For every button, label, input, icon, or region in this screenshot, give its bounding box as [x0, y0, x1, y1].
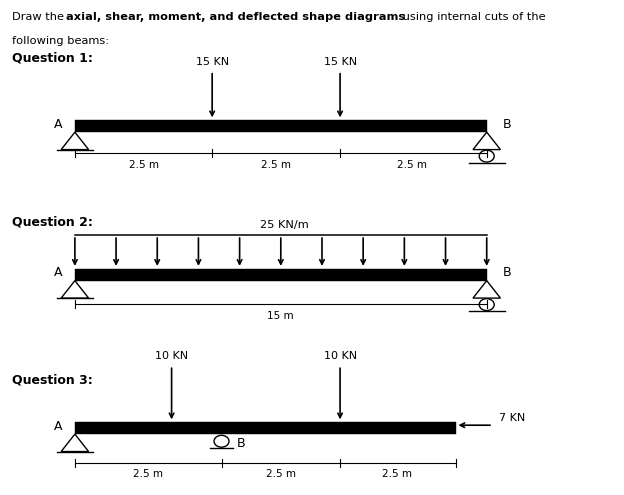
Text: 2.5 m: 2.5 m — [261, 160, 291, 170]
Text: 15 KN: 15 KN — [195, 57, 229, 67]
Text: A: A — [54, 420, 62, 433]
Text: following beams:: following beams: — [12, 36, 110, 46]
Text: 25 KN/m: 25 KN/m — [260, 220, 308, 230]
Text: Draw the: Draw the — [12, 12, 68, 22]
Text: B: B — [502, 118, 511, 131]
Text: 10 KN: 10 KN — [323, 351, 357, 361]
Text: 15 m: 15 m — [268, 311, 294, 321]
Text: 2.5 m: 2.5 m — [383, 469, 412, 479]
Text: 7 KN: 7 KN — [499, 413, 525, 423]
Polygon shape — [75, 120, 487, 132]
Text: using internal cuts of the: using internal cuts of the — [399, 12, 546, 22]
Text: 10 KN: 10 KN — [155, 351, 188, 361]
Text: 2.5 m: 2.5 m — [397, 160, 427, 170]
Text: Question 2:: Question 2: — [12, 215, 94, 228]
Text: Question 1:: Question 1: — [12, 52, 94, 65]
Text: Question 3:: Question 3: — [12, 374, 93, 387]
Text: B: B — [502, 266, 511, 279]
Text: A: A — [54, 118, 62, 131]
Text: axial, shear, moment, and deflected shape diagrams: axial, shear, moment, and deflected shap… — [66, 12, 404, 22]
Polygon shape — [75, 269, 487, 281]
Text: B: B — [237, 437, 246, 449]
Text: 15 KN: 15 KN — [323, 57, 357, 67]
Text: A: A — [54, 266, 62, 279]
Text: 2.5 m: 2.5 m — [133, 469, 163, 479]
Text: 2.5 m: 2.5 m — [129, 160, 158, 170]
Text: 2.5 m: 2.5 m — [266, 469, 296, 479]
Polygon shape — [75, 422, 456, 434]
